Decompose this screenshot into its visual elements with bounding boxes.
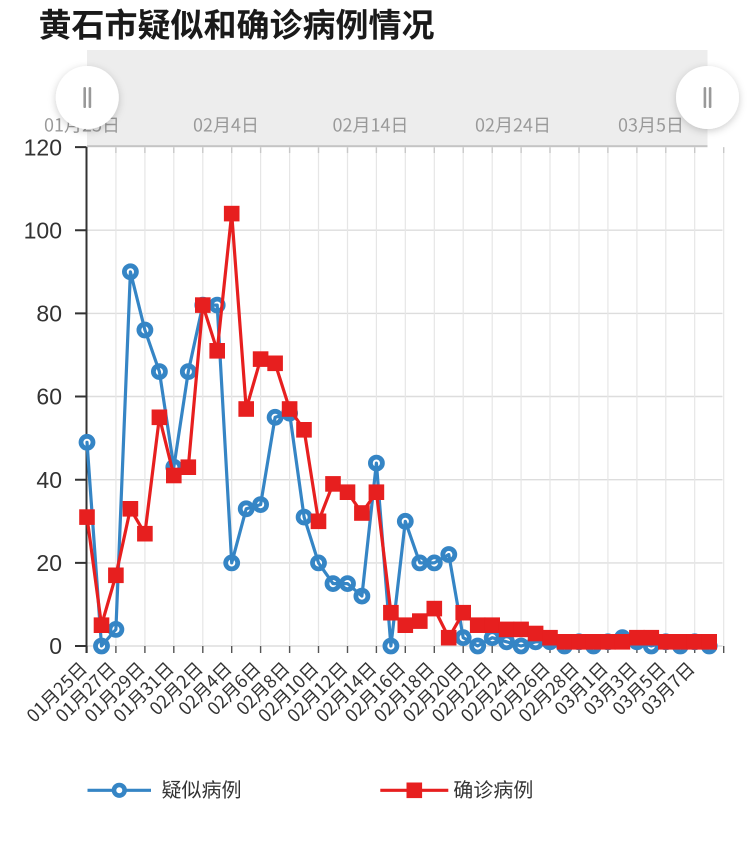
svg-text:80: 80: [36, 301, 62, 327]
svg-text:0: 0: [49, 633, 62, 659]
svg-text:120: 120: [24, 134, 62, 160]
svg-text:40: 40: [36, 467, 62, 493]
svg-text:100: 100: [24, 217, 62, 243]
svg-text:20: 20: [36, 550, 62, 576]
svg-text:60: 60: [36, 384, 62, 410]
